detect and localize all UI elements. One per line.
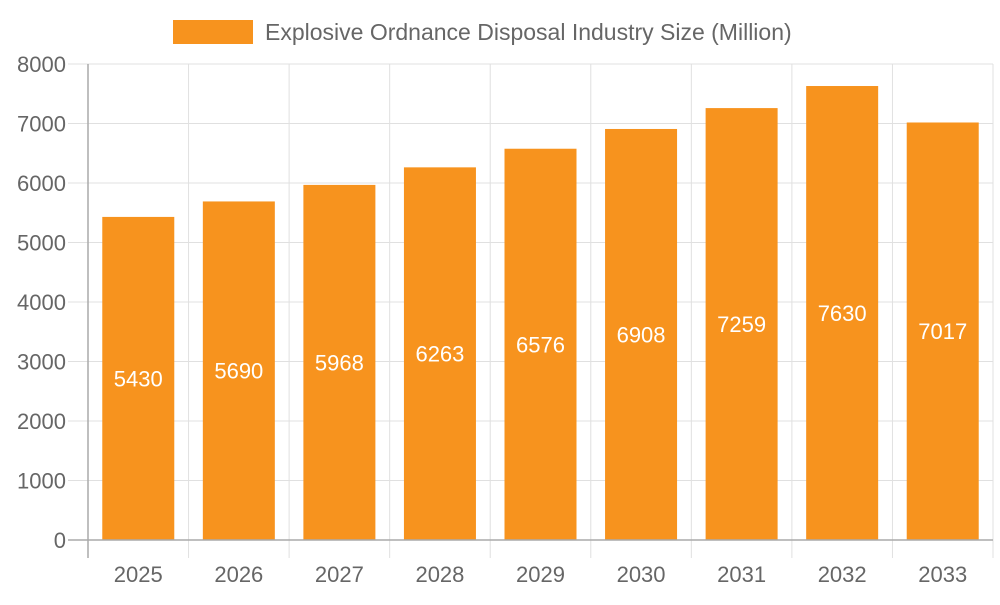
legend[interactable]: Explosive Ordnance Disposal Industry Siz… bbox=[173, 19, 792, 45]
x-tick-label: 2030 bbox=[617, 562, 666, 587]
data-label: 6263 bbox=[415, 342, 464, 367]
x-tick-label: 2027 bbox=[315, 562, 364, 587]
bar bbox=[303, 184, 376, 541]
data-label: 6576 bbox=[516, 332, 565, 357]
axes: 0 1000 2000 3000 4000 5000 6000 7000 8000 2025 202… bbox=[17, 52, 993, 587]
bar bbox=[906, 122, 979, 541]
bar bbox=[806, 86, 879, 540]
data-label: 7630 bbox=[818, 301, 867, 326]
y-tick-label: 0 bbox=[54, 528, 66, 553]
bars: 5430 5690 5968 6263 6576 6908 7259 7630 7017 bbox=[102, 86, 979, 541]
data-label: 5968 bbox=[315, 350, 364, 375]
y-tick-label: 8000 bbox=[17, 52, 66, 77]
y-tick-label: 6000 bbox=[17, 171, 66, 196]
y-tick-label: 7000 bbox=[17, 112, 66, 137]
x-tick-label: 2028 bbox=[415, 562, 464, 587]
data-label: 7259 bbox=[717, 312, 766, 337]
x-tick-label: 2029 bbox=[516, 562, 565, 587]
bar bbox=[202, 201, 275, 540]
data-label: 5690 bbox=[214, 359, 263, 384]
bar bbox=[504, 148, 577, 540]
y-tick-label: 3000 bbox=[17, 350, 66, 375]
data-label: 7017 bbox=[918, 319, 967, 344]
x-tick-label: 2025 bbox=[114, 562, 163, 587]
legend-label: Explosive Ordnance Disposal Industry Siz… bbox=[265, 19, 792, 45]
y-tick-label: 4000 bbox=[17, 290, 66, 315]
x-tick-label: 2033 bbox=[918, 562, 967, 587]
x-tick-label: 2032 bbox=[818, 562, 867, 587]
y-tick-label: 1000 bbox=[17, 469, 66, 494]
x-tick-label: 2026 bbox=[214, 562, 263, 587]
y-tick-label: 5000 bbox=[17, 231, 66, 256]
data-label: 6908 bbox=[617, 322, 666, 347]
bar bbox=[705, 108, 778, 540]
x-tick-label: 2031 bbox=[717, 562, 766, 587]
bar bbox=[102, 216, 175, 541]
legend-swatch bbox=[173, 20, 253, 44]
bar bbox=[605, 128, 678, 540]
y-tick-label: 2000 bbox=[17, 409, 66, 434]
bar bbox=[403, 167, 476, 540]
data-label: 5430 bbox=[114, 366, 163, 391]
